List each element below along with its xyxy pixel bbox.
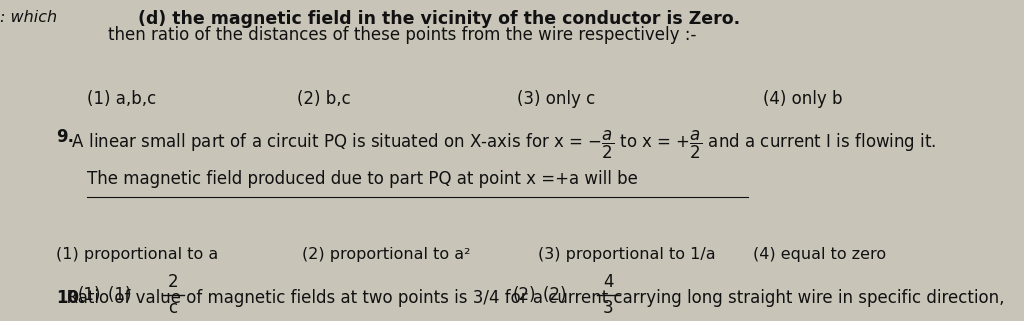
Text: (2): (2) <box>543 286 571 304</box>
Text: 4: 4 <box>603 273 613 291</box>
Text: (1) proportional to a: (1) proportional to a <box>56 247 218 262</box>
Text: The magnetic field produced due to part PQ at point x =+a will be: The magnetic field produced due to part … <box>87 170 638 188</box>
Text: (3) only c: (3) only c <box>517 90 595 108</box>
Text: (d) the magnetic field in the vicinity of the conductor is Zero.: (d) the magnetic field in the vicinity o… <box>138 10 740 28</box>
Text: (2) proportional to a²: (2) proportional to a² <box>302 247 470 262</box>
Text: (3) proportional to 1/a: (3) proportional to 1/a <box>538 247 715 262</box>
Text: (2) b,c: (2) b,c <box>297 90 350 108</box>
Text: (1) a,b,c: (1) a,b,c <box>87 90 157 108</box>
Text: c: c <box>169 299 177 317</box>
Text: then ratio of the distances of these points from the wire respectively :-: then ratio of the distances of these poi… <box>108 26 696 44</box>
Text: 10.: 10. <box>56 289 86 307</box>
Text: (4) only b: (4) only b <box>763 90 843 108</box>
Text: 9.: 9. <box>56 128 75 146</box>
Text: A linear small part of a circuit PQ is situated on X-axis for x = $-\dfrac{a}{2}: A linear small part of a circuit PQ is s… <box>56 128 937 160</box>
Text: 3: 3 <box>603 299 613 317</box>
Text: : which: : which <box>0 10 57 25</box>
Text: Ratio of value of magnetic fields at two points is 3/4 for a current carrying lo: Ratio of value of magnetic fields at two… <box>56 289 1005 307</box>
Text: (1): (1) <box>108 286 136 304</box>
Text: (1): (1) <box>78 286 101 304</box>
Text: (2): (2) <box>513 286 537 304</box>
Text: 2: 2 <box>168 273 178 291</box>
Text: (4) equal to zero: (4) equal to zero <box>753 247 886 262</box>
